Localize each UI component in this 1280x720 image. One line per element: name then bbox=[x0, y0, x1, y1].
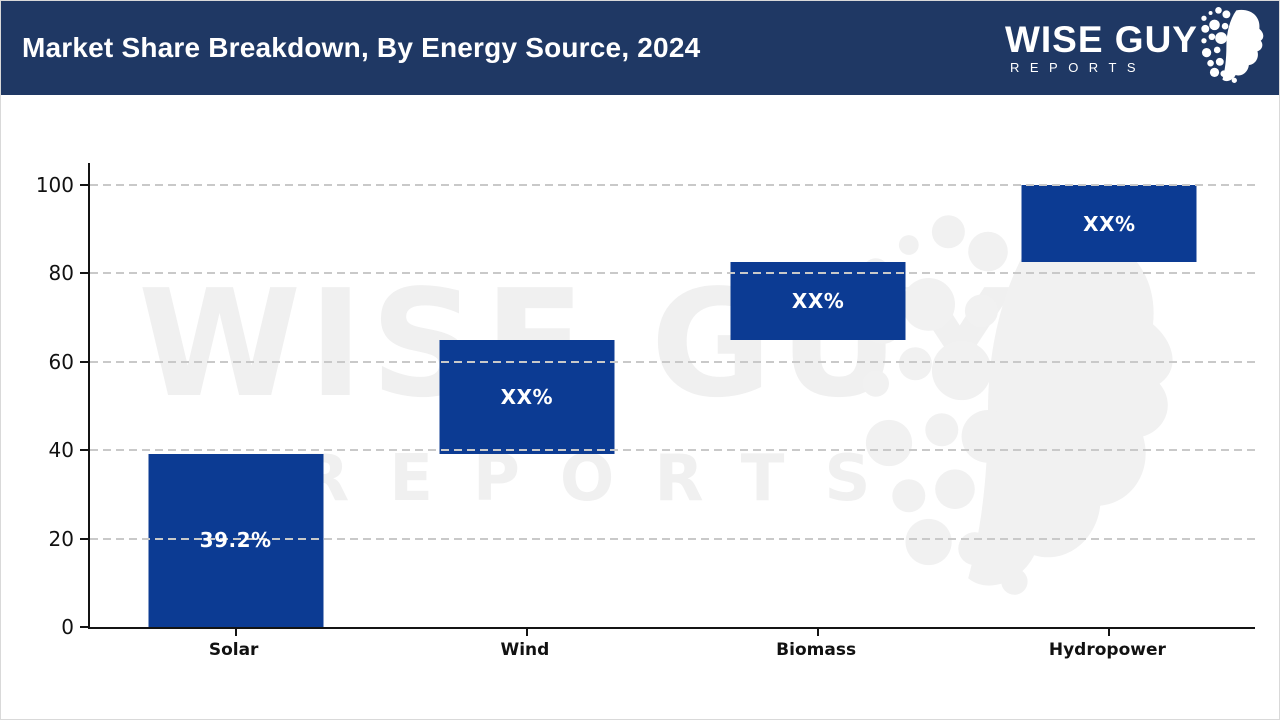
x-axis-category-label: Wind bbox=[500, 640, 550, 660]
gridline bbox=[90, 449, 1255, 452]
bar-value-label: XX% bbox=[500, 384, 554, 409]
y-axis-tick bbox=[80, 360, 88, 363]
brand-logo: WISE GUY REPORTS bbox=[1005, 6, 1266, 90]
gridline bbox=[90, 537, 1255, 540]
brand-name: WISE GUY bbox=[1004, 19, 1198, 60]
y-axis-tick-label: 100 bbox=[35, 173, 74, 198]
bar-value-label: 39.2% bbox=[199, 528, 272, 553]
y-axis-tick-label: 0 bbox=[61, 615, 74, 639]
y-axis-tick-label: 20 bbox=[48, 526, 74, 551]
y-axis-tick bbox=[80, 626, 88, 628]
plot-area: 0 20 40 60 80 100 39.2% XX% XX% XX% bbox=[36, 163, 1255, 637]
gridline bbox=[90, 360, 1255, 363]
y-axis-tick-label: 80 bbox=[48, 261, 74, 286]
x-axis-tick bbox=[1108, 629, 1111, 636]
bar-value-label: XX% bbox=[791, 289, 845, 314]
bar-segment bbox=[148, 453, 324, 627]
y-axis-tick bbox=[80, 537, 88, 540]
brand-logo-text: WISE GUY REPORTS bbox=[1005, 21, 1198, 74]
y-axis-tick-label: 40 bbox=[48, 438, 74, 463]
x-axis-labels: Solar Wind Biomass Hydropower bbox=[88, 629, 1253, 665]
brand-tagline: REPORTS bbox=[1009, 60, 1147, 75]
y-axis-tick-label: 60 bbox=[48, 349, 74, 374]
dotted-head-logo-icon bbox=[1200, 6, 1266, 90]
x-axis-tick bbox=[525, 629, 528, 636]
gridline bbox=[90, 272, 1255, 275]
x-axis-category-label: Hydropower bbox=[1048, 640, 1166, 660]
bar-value-label: XX% bbox=[1083, 211, 1136, 236]
page-title: Market Share Breakdown, By Energy Source… bbox=[22, 31, 701, 63]
y-axis-tick bbox=[80, 272, 88, 275]
header-bar: Market Share Breakdown, By Energy Source… bbox=[0, 0, 1280, 95]
x-axis-category-label: Solar bbox=[208, 640, 259, 660]
y-axis-tick bbox=[80, 184, 88, 187]
x-axis-category-label: Biomass bbox=[776, 640, 857, 660]
y-axis-tick bbox=[80, 449, 88, 452]
bar-segment bbox=[439, 339, 615, 454]
x-axis-tick bbox=[234, 629, 237, 636]
gridline bbox=[90, 184, 1255, 187]
x-axis-tick bbox=[817, 629, 820, 636]
